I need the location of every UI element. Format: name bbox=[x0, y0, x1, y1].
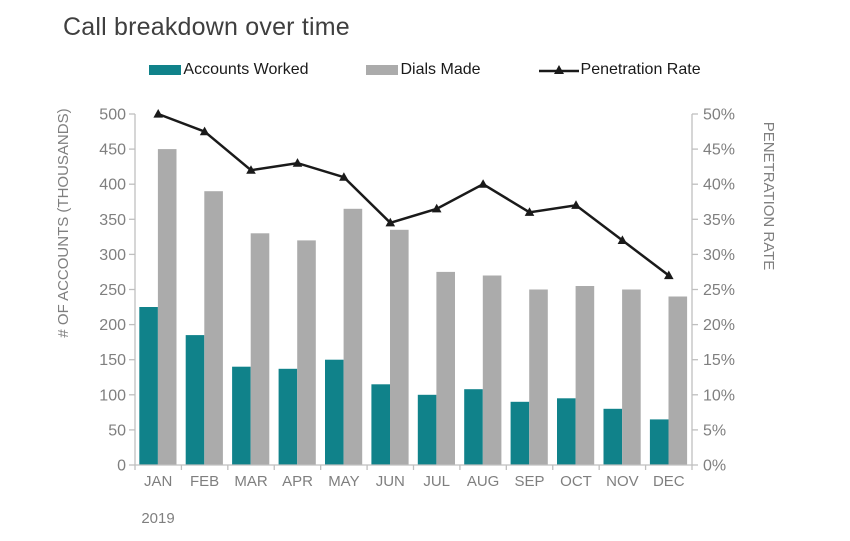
penetration-rate-line-icon bbox=[538, 63, 579, 77]
left-axis-tick-label: 100 bbox=[99, 387, 126, 404]
bar-dials-made-OCT bbox=[575, 286, 595, 465]
left-axis-tick-label: 0 bbox=[117, 458, 126, 475]
left-axis-tick-label: 350 bbox=[99, 212, 126, 229]
right-axis-tick-label: 5% bbox=[703, 422, 726, 439]
x-axis-month-label: SEP bbox=[514, 473, 544, 490]
legend-item-accounts-worked[interactable]: Accounts Worked bbox=[149, 61, 308, 79]
penetration-rate-line-group bbox=[153, 109, 674, 280]
x-axis-month-label: NOV bbox=[606, 473, 639, 490]
x-axis-month-label: APR bbox=[282, 473, 313, 490]
line-marker-APR bbox=[292, 158, 303, 167]
right-axis-title: PENETRATION RATE bbox=[760, 122, 777, 271]
left-axis-tick-label: 250 bbox=[99, 282, 126, 299]
x-axis-year-label: 2019 bbox=[141, 510, 174, 527]
accounts-worked-swatch-icon bbox=[149, 65, 182, 75]
bar-dials-made-JAN bbox=[157, 149, 177, 465]
dials-made-swatch-icon bbox=[366, 65, 399, 75]
line-marker-NOV bbox=[617, 235, 628, 244]
legend-label: Dials Made bbox=[400, 61, 481, 78]
penetration-rate-line bbox=[157, 112, 670, 277]
line-marker-JUL bbox=[431, 203, 442, 213]
bar-accounts-worked-AUG bbox=[464, 389, 483, 465]
x-axis-month-label: JAN bbox=[144, 473, 172, 490]
bar-dials-made-APR bbox=[297, 240, 316, 465]
x-axis-month-label: AUG bbox=[467, 473, 500, 490]
bar-accounts-worked-FEB bbox=[185, 335, 205, 465]
axes-group: 0 50 100 150 200 250 300 350 400 450 500 0% 5% 10% 15%… bbox=[55, 107, 777, 528]
legend: Accounts Worked Dials Made Penetration R… bbox=[0, 61, 850, 79]
left-axis-tick-label: 450 bbox=[99, 142, 126, 159]
line-marker-AUG bbox=[478, 179, 488, 188]
bar-dials-made-DEC bbox=[668, 296, 688, 465]
x-axis-month-label: DEC bbox=[653, 473, 685, 490]
bar-accounts-worked-JUN bbox=[371, 384, 390, 465]
x-axis-month-label: FEB bbox=[190, 473, 219, 490]
right-axis-tick-label: 10% bbox=[703, 387, 735, 404]
x-axis-month-label: MAY bbox=[328, 473, 359, 490]
right-axis-tick-label: 25% bbox=[703, 282, 735, 299]
x-axis-month-label: JUL bbox=[423, 473, 450, 490]
bar-accounts-worked-JAN bbox=[139, 307, 158, 465]
left-axis-tick-label: 50 bbox=[108, 422, 126, 439]
right-axis-tick-label: 15% bbox=[703, 352, 735, 369]
left-axis-tick-label: 200 bbox=[99, 317, 126, 334]
x-axis-month-label: MAR bbox=[234, 473, 268, 490]
bar-dials-made-FEB bbox=[204, 191, 223, 465]
bar-dials-made-JUN bbox=[390, 229, 409, 465]
chart-title: Call breakdown over time bbox=[63, 13, 350, 41]
line-marker-DEC bbox=[664, 270, 674, 280]
bar-accounts-worked-MAY bbox=[325, 359, 344, 465]
left-axis-title: # OF ACCOUNTS (THOUSANDS) bbox=[55, 108, 72, 337]
line-marker-JUN bbox=[385, 217, 396, 227]
bar-accounts-worked-JUL bbox=[417, 394, 437, 465]
legend-item-penetration-rate[interactable]: Penetration Rate bbox=[538, 61, 701, 79]
bar-dials-made-AUG bbox=[482, 275, 502, 465]
right-axis-tick-label: 20% bbox=[703, 317, 735, 334]
left-axis-tick-label: 300 bbox=[99, 247, 126, 264]
right-axis-tick-label: 0% bbox=[703, 458, 726, 475]
bar-accounts-worked-NOV bbox=[603, 408, 623, 465]
legend-label: Penetration Rate bbox=[580, 61, 701, 78]
bar-accounts-worked-SEP bbox=[510, 401, 530, 465]
left-axis-tick-label: 500 bbox=[99, 107, 126, 124]
right-axis-tick-label: 50% bbox=[703, 107, 735, 124]
right-axis-tick-label: 30% bbox=[703, 247, 735, 264]
bar-accounts-worked-APR bbox=[278, 368, 298, 465]
line-marker-MAY bbox=[339, 172, 349, 181]
bar-dials-made-MAY bbox=[343, 208, 363, 466]
line-marker-OCT bbox=[571, 200, 581, 209]
bar-dials-made-JUL bbox=[436, 271, 455, 465]
line-marker-JAN bbox=[153, 109, 163, 118]
bar-accounts-worked-DEC bbox=[649, 419, 669, 465]
bars-group bbox=[139, 149, 688, 466]
line-marker-MAR bbox=[246, 165, 256, 174]
line-marker-FEB bbox=[199, 126, 210, 136]
bar-dials-made-MAR bbox=[250, 233, 270, 465]
bar-dials-made-NOV bbox=[622, 289, 641, 465]
x-axis-month-label: OCT bbox=[560, 473, 592, 490]
right-axis-tick-label: 40% bbox=[703, 177, 735, 194]
bar-accounts-worked-MAR bbox=[232, 366, 251, 465]
legend-item-dials-made[interactable]: Dials Made bbox=[366, 61, 481, 79]
right-axis-tick-label: 35% bbox=[703, 212, 735, 229]
line-marker-SEP bbox=[524, 207, 535, 216]
left-axis-tick-label: 150 bbox=[99, 352, 126, 369]
legend-label: Accounts Worked bbox=[183, 61, 309, 78]
bar-accounts-worked-OCT bbox=[557, 398, 576, 465]
left-axis-tick-label: 400 bbox=[99, 177, 126, 194]
bar-dials-made-SEP bbox=[529, 289, 548, 465]
right-axis-tick-label: 45% bbox=[703, 142, 735, 159]
x-axis-month-label: JUN bbox=[376, 473, 405, 490]
